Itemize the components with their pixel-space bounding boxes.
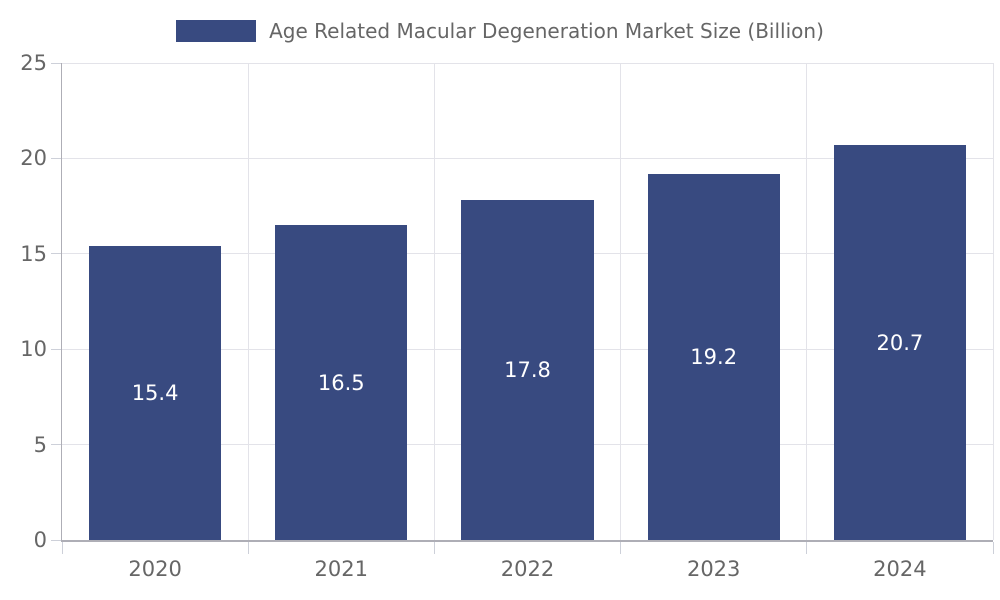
y-axis-tick-label: 5 <box>33 432 47 457</box>
bar-value-label: 20.7 <box>876 330 924 355</box>
x-gridline <box>806 63 808 540</box>
x-gridline <box>992 63 994 540</box>
x-axis-tick-label: 2023 <box>686 557 741 581</box>
x-tick-mark <box>61 541 63 554</box>
y-gridline <box>62 157 993 159</box>
x-axis-tick-label: 2021 <box>314 557 368 581</box>
x-tick-mark <box>806 541 808 554</box>
legend: Age Related Macular Degeneration Market … <box>0 19 1000 43</box>
x-axis-tick-label: 2024 <box>873 557 927 581</box>
x-tick-mark <box>247 541 249 554</box>
x-axis-tick-label: 2020 <box>128 557 182 581</box>
bar-value-label: 16.5 <box>317 370 365 395</box>
y-tick-mark <box>50 253 61 255</box>
bar-2021: 16.5 <box>275 225 408 540</box>
x-gridline <box>433 63 435 540</box>
bar-2024: 20.7 <box>833 145 966 540</box>
y-axis-line <box>60 63 62 542</box>
bar-value-label: 15.4 <box>131 381 179 406</box>
y-axis-tick-label: 0 <box>33 528 47 552</box>
x-gridline <box>620 63 622 540</box>
bar-2020: 15.4 <box>88 246 222 540</box>
y-tick-mark <box>50 539 61 541</box>
y-axis-tick-label: 15 <box>20 241 47 266</box>
legend-label: Age Related Macular Degeneration Market … <box>269 19 824 43</box>
y-axis-tick-label: 10 <box>20 337 47 362</box>
y-tick-mark <box>50 62 61 64</box>
x-gridline <box>247 63 249 540</box>
y-tick-mark <box>50 348 61 350</box>
bar-value-label: 19.2 <box>690 344 738 369</box>
x-axis-tick-label: 2022 <box>500 557 555 581</box>
x-tick-mark <box>433 541 435 554</box>
bar-value-label: 17.8 <box>504 358 551 383</box>
y-tick-mark <box>50 157 61 159</box>
y-gridline <box>62 62 993 64</box>
x-tick-mark <box>992 541 994 554</box>
x-tick-mark <box>620 541 622 554</box>
plot-area: 0 5 10 15 20 25 2020 2021 2022 2023 2024 15.4 16.5 17… <box>20 51 994 581</box>
y-axis-tick-label: 20 <box>20 146 47 171</box>
legend-swatch-icon <box>176 20 257 42</box>
y-tick-mark <box>50 444 61 446</box>
bar-2022: 17.8 <box>461 200 594 540</box>
bar-2023: 19.2 <box>647 173 780 540</box>
x-axis-line <box>60 540 993 542</box>
y-axis-tick-label: 25 <box>20 51 47 75</box>
